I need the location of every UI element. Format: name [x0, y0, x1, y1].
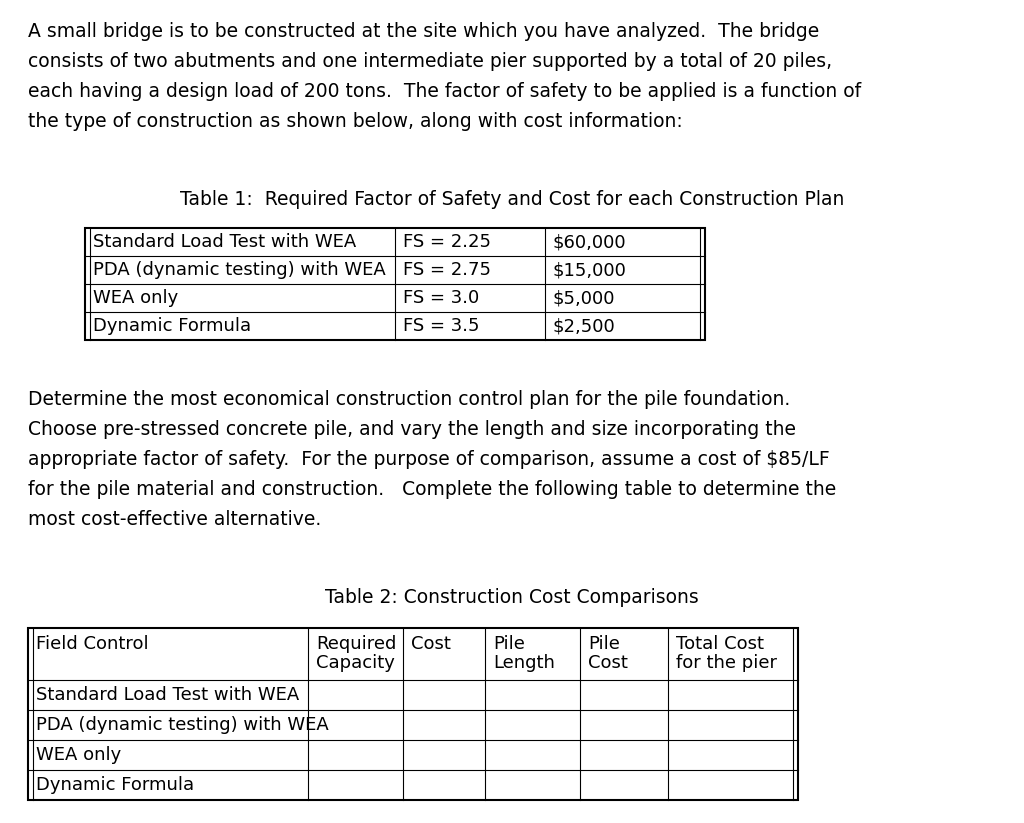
Text: WEA only: WEA only — [36, 746, 121, 764]
Text: Pile: Pile — [588, 635, 620, 653]
Text: the type of construction as shown below, along with cost information:: the type of construction as shown below,… — [28, 112, 683, 131]
Text: A small bridge is to be constructed at the site which you have analyzed.  The br: A small bridge is to be constructed at t… — [28, 22, 819, 41]
Text: Length: Length — [493, 654, 555, 672]
Text: Dynamic Formula: Dynamic Formula — [36, 776, 195, 794]
Text: Determine the most economical construction control plan for the pile foundation.: Determine the most economical constructi… — [28, 390, 791, 409]
Text: each having a design load of 200 tons.  The factor of safety to be applied is a : each having a design load of 200 tons. T… — [28, 82, 861, 101]
Text: Pile: Pile — [493, 635, 525, 653]
Text: Field Control: Field Control — [36, 635, 148, 653]
Text: Capacity: Capacity — [316, 654, 395, 672]
Text: PDA (dynamic testing) with WEA: PDA (dynamic testing) with WEA — [93, 261, 386, 279]
Bar — [85, 228, 705, 340]
Text: FS = 3.0: FS = 3.0 — [403, 289, 479, 307]
Bar — [28, 628, 798, 800]
Text: Cost: Cost — [588, 654, 628, 672]
Text: FS = 2.75: FS = 2.75 — [403, 261, 490, 279]
Text: Table 2: Construction Cost Comparisons: Table 2: Construction Cost Comparisons — [326, 588, 698, 607]
Text: for the pier: for the pier — [676, 654, 777, 672]
Text: $2,500: $2,500 — [553, 317, 615, 335]
Text: Dynamic Formula: Dynamic Formula — [93, 317, 251, 335]
Text: Required: Required — [316, 635, 396, 653]
Text: Table 1:  Required Factor of Safety and Cost for each Construction Plan: Table 1: Required Factor of Safety and C… — [180, 190, 844, 209]
Text: $5,000: $5,000 — [553, 289, 615, 307]
Text: for the pile material and construction.   Complete the following table to determ: for the pile material and construction. … — [28, 480, 837, 499]
Text: PDA (dynamic testing) with WEA: PDA (dynamic testing) with WEA — [36, 716, 329, 734]
Text: $60,000: $60,000 — [553, 233, 627, 251]
Text: consists of two abutments and one intermediate pier supported by a total of 20 p: consists of two abutments and one interm… — [28, 52, 833, 71]
Text: Cost: Cost — [411, 635, 451, 653]
Text: $15,000: $15,000 — [553, 261, 627, 279]
Text: FS = 3.5: FS = 3.5 — [403, 317, 479, 335]
Text: Standard Load Test with WEA: Standard Load Test with WEA — [36, 686, 299, 704]
Text: Choose pre-stressed concrete pile, and vary the length and size incorporating th: Choose pre-stressed concrete pile, and v… — [28, 420, 796, 439]
Text: most cost-effective alternative.: most cost-effective alternative. — [28, 510, 322, 529]
Text: Standard Load Test with WEA: Standard Load Test with WEA — [93, 233, 356, 251]
Text: Total Cost: Total Cost — [676, 635, 764, 653]
Text: appropriate factor of safety.  For the purpose of comparison, assume a cost of $: appropriate factor of safety. For the pu… — [28, 450, 829, 469]
Text: WEA only: WEA only — [93, 289, 178, 307]
Text: FS = 2.25: FS = 2.25 — [403, 233, 490, 251]
